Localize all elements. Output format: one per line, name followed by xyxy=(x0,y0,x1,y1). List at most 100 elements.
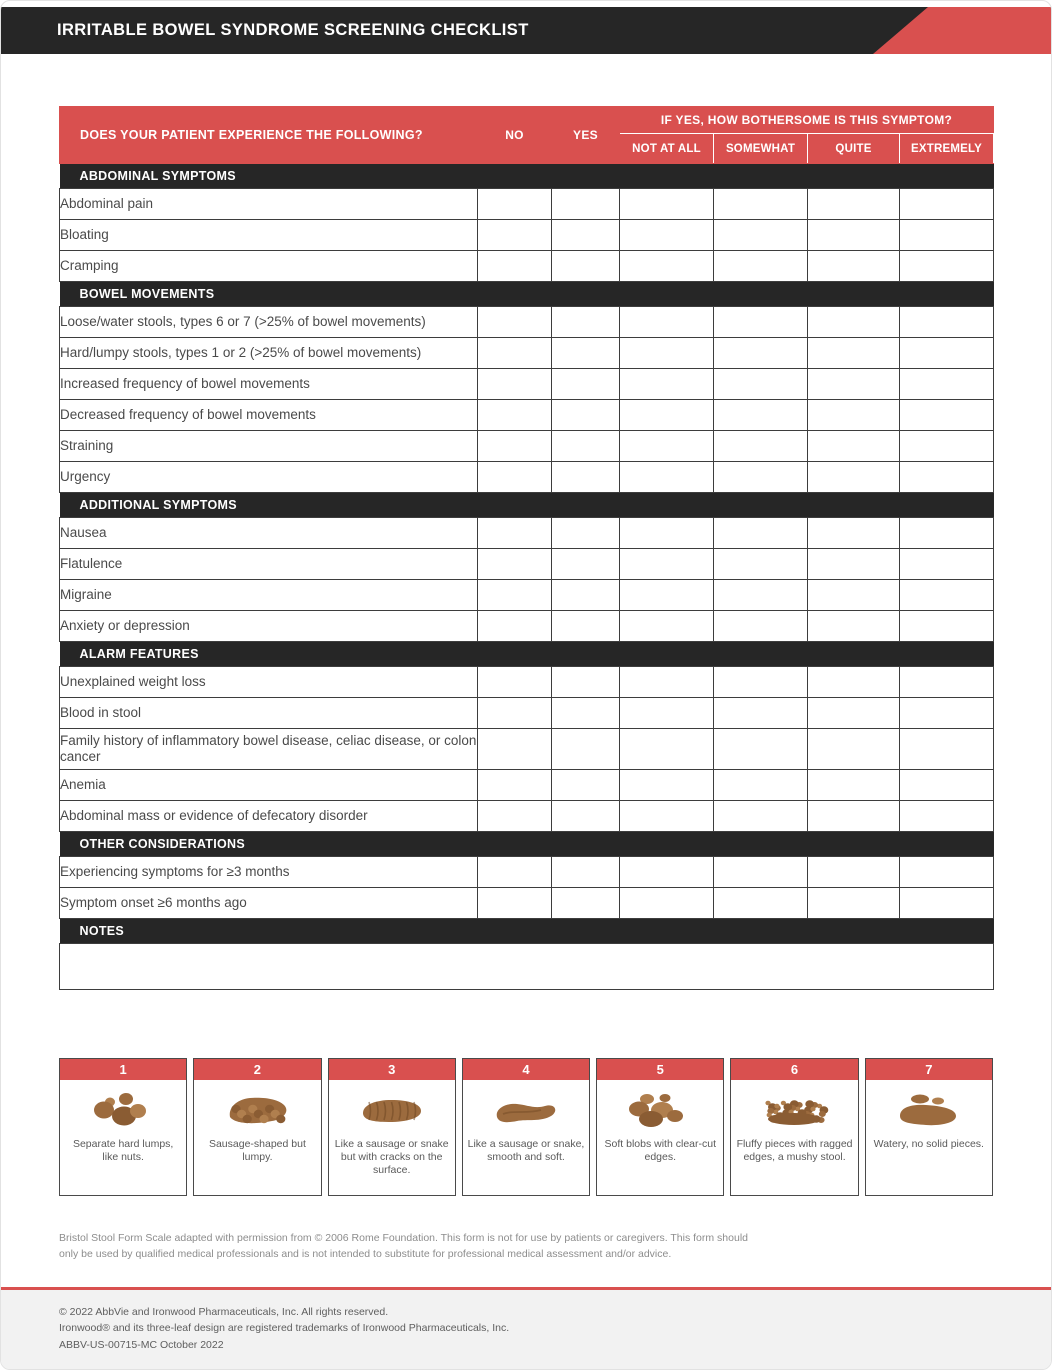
checkbox-cell-yes[interactable] xyxy=(551,887,620,919)
checkbox-cell-yes[interactable] xyxy=(551,368,620,400)
checkbox-cell-extremely[interactable] xyxy=(898,337,995,369)
checkbox-cell-not-at-all[interactable] xyxy=(619,610,714,642)
notes-row[interactable] xyxy=(58,943,995,990)
checkbox-cell-no[interactable] xyxy=(477,517,552,549)
checkbox-cell-quite[interactable] xyxy=(807,769,900,801)
checkbox-cell-quite[interactable] xyxy=(807,188,900,220)
checkbox-cell-extremely[interactable] xyxy=(898,800,995,832)
checkbox-cell-extremely[interactable] xyxy=(898,368,995,400)
checkbox-cell-not-at-all[interactable] xyxy=(619,250,714,282)
checkbox-cell-quite[interactable] xyxy=(807,399,900,431)
checkbox-cell-quite[interactable] xyxy=(807,579,900,611)
checkbox-cell-extremely[interactable] xyxy=(898,697,995,729)
checkbox-cell-somewhat[interactable] xyxy=(713,250,808,282)
checkbox-cell-yes[interactable] xyxy=(551,219,620,251)
checkbox-cell-extremely[interactable] xyxy=(898,856,995,888)
checkbox-cell-no[interactable] xyxy=(477,769,552,801)
checkbox-cell-no[interactable] xyxy=(477,887,552,919)
checkbox-cell-somewhat[interactable] xyxy=(713,800,808,832)
checkbox-cell-quite[interactable] xyxy=(807,337,900,369)
checkbox-cell-not-at-all[interactable] xyxy=(619,666,714,698)
checkbox-cell-not-at-all[interactable] xyxy=(619,769,714,801)
checkbox-cell-not-at-all[interactable] xyxy=(619,548,714,580)
checkbox-cell-somewhat[interactable] xyxy=(713,188,808,220)
checkbox-cell-quite[interactable] xyxy=(807,517,900,549)
checkbox-cell-no[interactable] xyxy=(477,399,552,431)
checkbox-cell-no[interactable] xyxy=(477,219,552,251)
checkbox-cell-yes[interactable] xyxy=(551,517,620,549)
checkbox-cell-yes[interactable] xyxy=(551,697,620,729)
checkbox-cell-yes[interactable] xyxy=(551,337,620,369)
checkbox-cell-extremely[interactable] xyxy=(898,399,995,431)
checkbox-cell-yes[interactable] xyxy=(551,430,620,462)
checkbox-cell-quite[interactable] xyxy=(807,461,900,493)
checkbox-cell-somewhat[interactable] xyxy=(713,769,808,801)
checkbox-cell-somewhat[interactable] xyxy=(713,856,808,888)
checkbox-cell-not-at-all[interactable] xyxy=(619,800,714,832)
checkbox-cell-not-at-all[interactable] xyxy=(619,461,714,493)
checkbox-cell-not-at-all[interactable] xyxy=(619,188,714,220)
checkbox-cell-yes[interactable] xyxy=(551,306,620,338)
checkbox-cell-somewhat[interactable] xyxy=(713,697,808,729)
checkbox-cell-somewhat[interactable] xyxy=(713,517,808,549)
checkbox-cell-extremely[interactable] xyxy=(898,306,995,338)
checkbox-cell-yes[interactable] xyxy=(551,579,620,611)
checkbox-cell-yes[interactable] xyxy=(551,188,620,220)
checkbox-cell-quite[interactable] xyxy=(807,368,900,400)
checkbox-cell-extremely[interactable] xyxy=(898,666,995,698)
checkbox-cell-extremely[interactable] xyxy=(898,769,995,801)
checkbox-cell-yes[interactable] xyxy=(551,399,620,431)
checkbox-cell-not-at-all[interactable] xyxy=(619,728,714,770)
checkbox-cell-no[interactable] xyxy=(477,548,552,580)
checkbox-cell-extremely[interactable] xyxy=(898,250,995,282)
checkbox-cell-somewhat[interactable] xyxy=(713,306,808,338)
checkbox-cell-quite[interactable] xyxy=(807,610,900,642)
checkbox-cell-quite[interactable] xyxy=(807,548,900,580)
checkbox-cell-quite[interactable] xyxy=(807,697,900,729)
checkbox-cell-not-at-all[interactable] xyxy=(619,697,714,729)
checkbox-cell-quite[interactable] xyxy=(807,728,900,770)
checkbox-cell-no[interactable] xyxy=(477,579,552,611)
checkbox-cell-quite[interactable] xyxy=(807,219,900,251)
checkbox-cell-no[interactable] xyxy=(477,728,552,770)
checkbox-cell-not-at-all[interactable] xyxy=(619,219,714,251)
checkbox-cell-extremely[interactable] xyxy=(898,728,995,770)
checkbox-cell-extremely[interactable] xyxy=(898,461,995,493)
checkbox-cell-no[interactable] xyxy=(477,800,552,832)
checkbox-cell-quite[interactable] xyxy=(807,250,900,282)
checkbox-cell-yes[interactable] xyxy=(551,610,620,642)
checkbox-cell-somewhat[interactable] xyxy=(713,219,808,251)
checkbox-cell-not-at-all[interactable] xyxy=(619,430,714,462)
checkbox-cell-somewhat[interactable] xyxy=(713,461,808,493)
checkbox-cell-extremely[interactable] xyxy=(898,517,995,549)
checkbox-cell-no[interactable] xyxy=(477,666,552,698)
checkbox-cell-quite[interactable] xyxy=(807,887,900,919)
checkbox-cell-yes[interactable] xyxy=(551,250,620,282)
checkbox-cell-yes[interactable] xyxy=(551,856,620,888)
checkbox-cell-no[interactable] xyxy=(477,306,552,338)
checkbox-cell-quite[interactable] xyxy=(807,306,900,338)
checkbox-cell-somewhat[interactable] xyxy=(713,430,808,462)
checkbox-cell-somewhat[interactable] xyxy=(713,337,808,369)
checkbox-cell-not-at-all[interactable] xyxy=(619,399,714,431)
checkbox-cell-no[interactable] xyxy=(477,337,552,369)
checkbox-cell-yes[interactable] xyxy=(551,666,620,698)
checkbox-cell-no[interactable] xyxy=(477,856,552,888)
checkbox-cell-not-at-all[interactable] xyxy=(619,517,714,549)
checkbox-cell-yes[interactable] xyxy=(551,800,620,832)
checkbox-cell-somewhat[interactable] xyxy=(713,887,808,919)
checkbox-cell-quite[interactable] xyxy=(807,430,900,462)
notes-input-area[interactable] xyxy=(58,943,995,990)
checkbox-cell-extremely[interactable] xyxy=(898,887,995,919)
checkbox-cell-extremely[interactable] xyxy=(898,610,995,642)
checkbox-cell-somewhat[interactable] xyxy=(713,399,808,431)
checkbox-cell-not-at-all[interactable] xyxy=(619,856,714,888)
checkbox-cell-quite[interactable] xyxy=(807,856,900,888)
checkbox-cell-not-at-all[interactable] xyxy=(619,337,714,369)
checkbox-cell-extremely[interactable] xyxy=(898,430,995,462)
checkbox-cell-extremely[interactable] xyxy=(898,219,995,251)
checkbox-cell-somewhat[interactable] xyxy=(713,610,808,642)
checkbox-cell-no[interactable] xyxy=(477,610,552,642)
checkbox-cell-yes[interactable] xyxy=(551,461,620,493)
checkbox-cell-no[interactable] xyxy=(477,188,552,220)
